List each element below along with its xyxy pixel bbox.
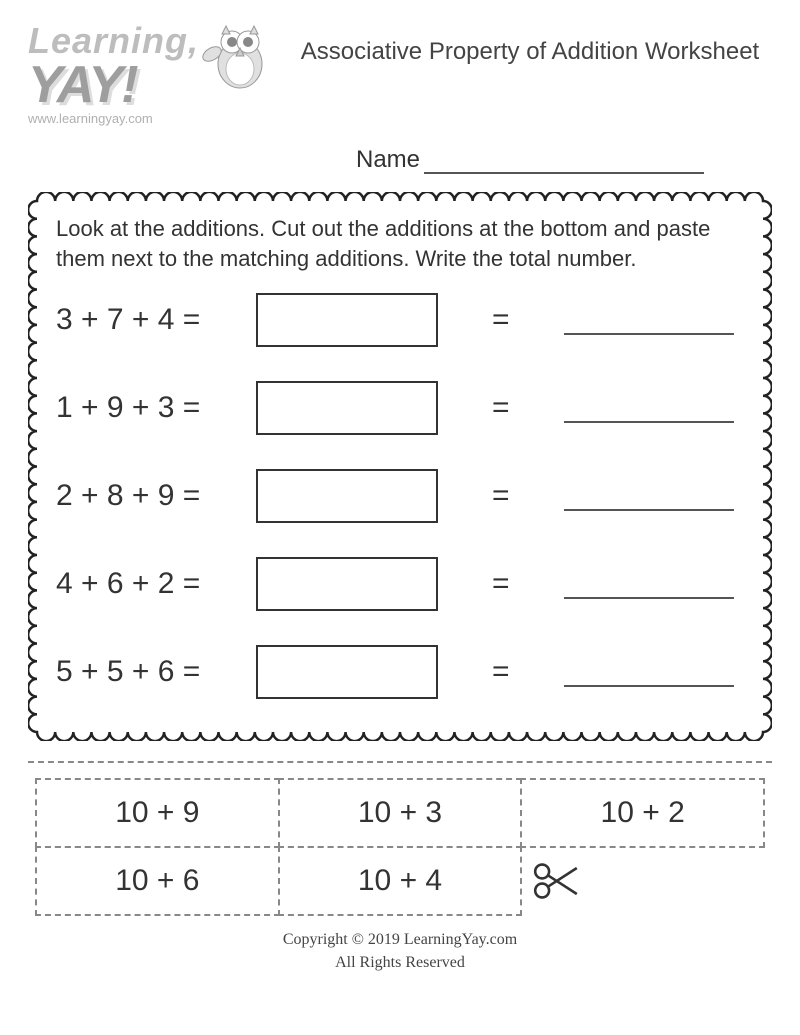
paste-target-box[interactable] bbox=[256, 293, 438, 347]
name-label: Name bbox=[356, 146, 420, 173]
problem-row: 1 + 9 + 3 = = bbox=[44, 373, 756, 461]
cutout-card[interactable]: 10 + 4 bbox=[278, 846, 523, 916]
problem-expression: 5 + 5 + 6 = bbox=[56, 655, 256, 689]
equals-sign: = bbox=[438, 303, 564, 337]
problem-expression: 3 + 7 + 4 = bbox=[56, 303, 256, 337]
cutouts-grid: 10 + 910 + 310 + 2 10 + 610 + 4 bbox=[36, 779, 764, 915]
cutout-card[interactable]: 10 + 2 bbox=[520, 778, 765, 848]
equals-sign: = bbox=[438, 391, 564, 425]
cut-line bbox=[28, 761, 772, 763]
answer-line[interactable] bbox=[564, 393, 734, 423]
logo: Learning, YAY! www.learningyay.com bbox=[28, 20, 278, 140]
paste-target-box[interactable] bbox=[256, 645, 438, 699]
problem-expression: 4 + 6 + 2 = bbox=[56, 567, 256, 601]
rights: All Rights Reserved bbox=[28, 952, 772, 974]
main-panel: Look at the additions. Cut out the addit… bbox=[28, 192, 772, 741]
header: Learning, YAY! www.learningyay.com Assoc… bbox=[28, 20, 772, 140]
problem-row: 5 + 5 + 6 = = bbox=[44, 637, 756, 725]
logo-url: www.learningyay.com bbox=[28, 111, 278, 126]
answer-line[interactable] bbox=[564, 657, 734, 687]
name-input-line[interactable] bbox=[424, 172, 704, 174]
paste-target-box[interactable] bbox=[256, 557, 438, 611]
cutout-card[interactable]: 10 + 9 bbox=[35, 778, 280, 848]
instructions: Look at the additions. Cut out the addit… bbox=[44, 208, 756, 285]
problem-row: 4 + 6 + 2 = = bbox=[44, 549, 756, 637]
footer: Copyright © 2019 LearningYay.com All Rig… bbox=[28, 929, 772, 974]
copyright: Copyright © 2019 LearningYay.com bbox=[28, 929, 772, 951]
scissors-icon bbox=[530, 859, 582, 903]
paste-target-box[interactable] bbox=[256, 469, 438, 523]
problem-expression: 2 + 8 + 9 = bbox=[56, 479, 256, 513]
problem-expression: 1 + 9 + 3 = bbox=[56, 391, 256, 425]
worksheet-title: Associative Property of Addition Workshe… bbox=[288, 20, 772, 66]
scissors-cell bbox=[520, 846, 765, 916]
equals-sign: = bbox=[438, 479, 564, 513]
answer-line[interactable] bbox=[564, 481, 734, 511]
cutout-card[interactable]: 10 + 3 bbox=[278, 778, 523, 848]
equals-sign: = bbox=[438, 655, 564, 689]
problem-row: 3 + 7 + 4 = = bbox=[44, 285, 756, 373]
problem-row: 2 + 8 + 9 = = bbox=[44, 461, 756, 549]
paste-target-box[interactable] bbox=[256, 381, 438, 435]
name-row: Name bbox=[28, 146, 772, 174]
cutout-card[interactable]: 10 + 6 bbox=[35, 846, 280, 916]
equals-sign: = bbox=[438, 567, 564, 601]
answer-line[interactable] bbox=[564, 569, 734, 599]
owl-icon bbox=[200, 14, 272, 94]
answer-line[interactable] bbox=[564, 305, 734, 335]
